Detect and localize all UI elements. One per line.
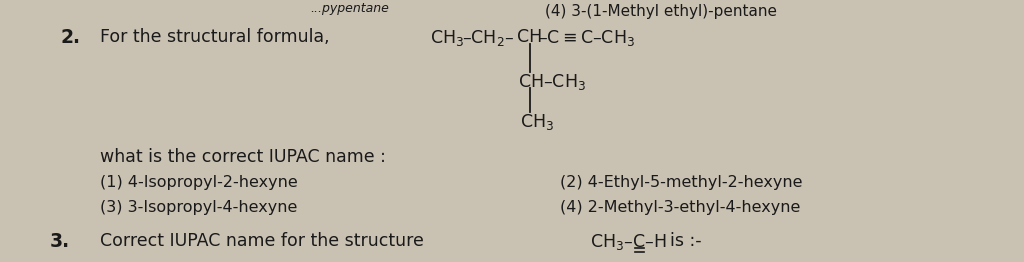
Text: (3) 3-Isopropyl-4-hexyne: (3) 3-Isopropyl-4-hexyne — [100, 200, 297, 215]
Text: ...pypentane: ...pypentane — [310, 2, 389, 15]
Text: CH$_3$: CH$_3$ — [520, 112, 554, 132]
Text: (1) 4-Isopropyl-2-hexyne: (1) 4-Isopropyl-2-hexyne — [100, 175, 298, 190]
Text: CH$_3$: CH$_3$ — [430, 28, 464, 48]
Text: –C$\equiv$C–CH$_3$: –C$\equiv$C–CH$_3$ — [538, 28, 635, 48]
Text: is :-: is :- — [670, 232, 701, 250]
Text: (2) 4-Ethyl-5-methyl-2-hexyne: (2) 4-Ethyl-5-methyl-2-hexyne — [560, 175, 803, 190]
Text: what is the correct IUPAC name :: what is the correct IUPAC name : — [100, 148, 386, 166]
Text: 3.: 3. — [50, 232, 70, 251]
Text: Correct IUPAC name for the structure: Correct IUPAC name for the structure — [100, 232, 424, 250]
Text: 2.: 2. — [60, 28, 80, 47]
Text: For the structural formula,: For the structural formula, — [100, 28, 330, 46]
Text: (4) 3-(1-Methyl ethyl)-pentane: (4) 3-(1-Methyl ethyl)-pentane — [545, 4, 777, 19]
Text: CH$_3$–C–H: CH$_3$–C–H — [590, 232, 667, 252]
Text: CH: CH — [517, 28, 543, 46]
Text: CH–CH$_3$: CH–CH$_3$ — [518, 72, 586, 92]
Text: –CH$_2$–: –CH$_2$– — [462, 28, 514, 48]
Text: (4) 2-Methyl-3-ethyl-4-hexyne: (4) 2-Methyl-3-ethyl-4-hexyne — [560, 200, 801, 215]
